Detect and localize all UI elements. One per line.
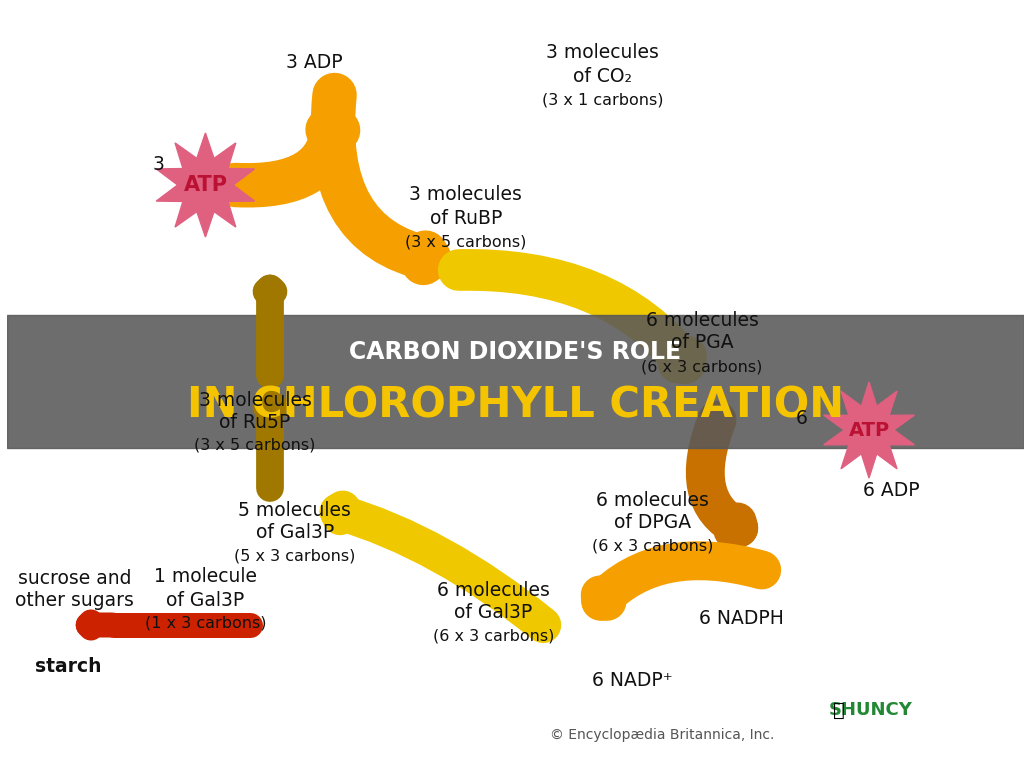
Text: of CO₂: of CO₂ (573, 67, 632, 86)
Text: 6 molecules: 6 molecules (437, 581, 550, 600)
Text: (6 x 3 carbons): (6 x 3 carbons) (641, 360, 763, 374)
Text: ATP: ATP (183, 175, 227, 195)
Text: (6 x 3 carbons): (6 x 3 carbons) (592, 538, 713, 553)
Text: IN CHLOROPHYLL CREATION: IN CHLOROPHYLL CREATION (186, 384, 844, 427)
Text: (3 x 1 carbons): (3 x 1 carbons) (542, 93, 664, 108)
Text: of PGA: of PGA (671, 333, 733, 352)
Polygon shape (823, 382, 914, 478)
Text: 6 NADPH: 6 NADPH (699, 609, 784, 628)
Text: (3 x 5 carbons): (3 x 5 carbons) (195, 437, 315, 452)
Text: of Ru5P: of Ru5P (219, 412, 291, 432)
Text: starch: starch (35, 657, 101, 676)
Text: 1 molecule: 1 molecule (154, 568, 257, 587)
Text: of DPGA: of DPGA (614, 514, 691, 533)
Text: (3 x 5 carbons): (3 x 5 carbons) (406, 235, 526, 250)
Text: of Gal3P: of Gal3P (455, 603, 532, 622)
Text: (1 x 3 carbons): (1 x 3 carbons) (144, 616, 266, 631)
Text: 6 ADP: 6 ADP (862, 480, 920, 499)
Text: SHUNCY: SHUNCY (829, 701, 913, 719)
Text: sucrose and: sucrose and (17, 568, 131, 587)
Text: CARBON DIOXIDE'S ROLE: CARBON DIOXIDE'S ROLE (349, 340, 681, 364)
Text: other sugars: other sugars (15, 591, 134, 609)
Text: 3 molecules: 3 molecules (410, 185, 522, 204)
Text: 6 molecules: 6 molecules (646, 310, 759, 329)
Text: 3 molecules: 3 molecules (199, 390, 311, 410)
Text: of Gal3P: of Gal3P (256, 524, 334, 543)
Text: 🌿: 🌿 (834, 701, 845, 720)
Text: (5 x 3 carbons): (5 x 3 carbons) (234, 549, 355, 563)
Text: of Gal3P: of Gal3P (166, 591, 245, 609)
Text: 6: 6 (796, 408, 807, 427)
Text: © Encyclopædia Britannica, Inc.: © Encyclopædia Britannica, Inc. (550, 728, 774, 742)
Text: 6 molecules: 6 molecules (596, 490, 709, 509)
Text: 3 molecules: 3 molecules (547, 43, 659, 61)
Text: 5 molecules: 5 molecules (239, 500, 351, 519)
Polygon shape (157, 133, 255, 237)
Text: of RuBP: of RuBP (429, 209, 502, 228)
Text: 3 ADP: 3 ADP (287, 52, 343, 71)
Bar (7, 315, 1024, 448)
Text: 3: 3 (153, 156, 165, 175)
Text: ATP: ATP (849, 420, 890, 439)
Text: 6 NADP⁺: 6 NADP⁺ (592, 670, 673, 689)
Text: (6 x 3 carbons): (6 x 3 carbons) (433, 628, 554, 644)
